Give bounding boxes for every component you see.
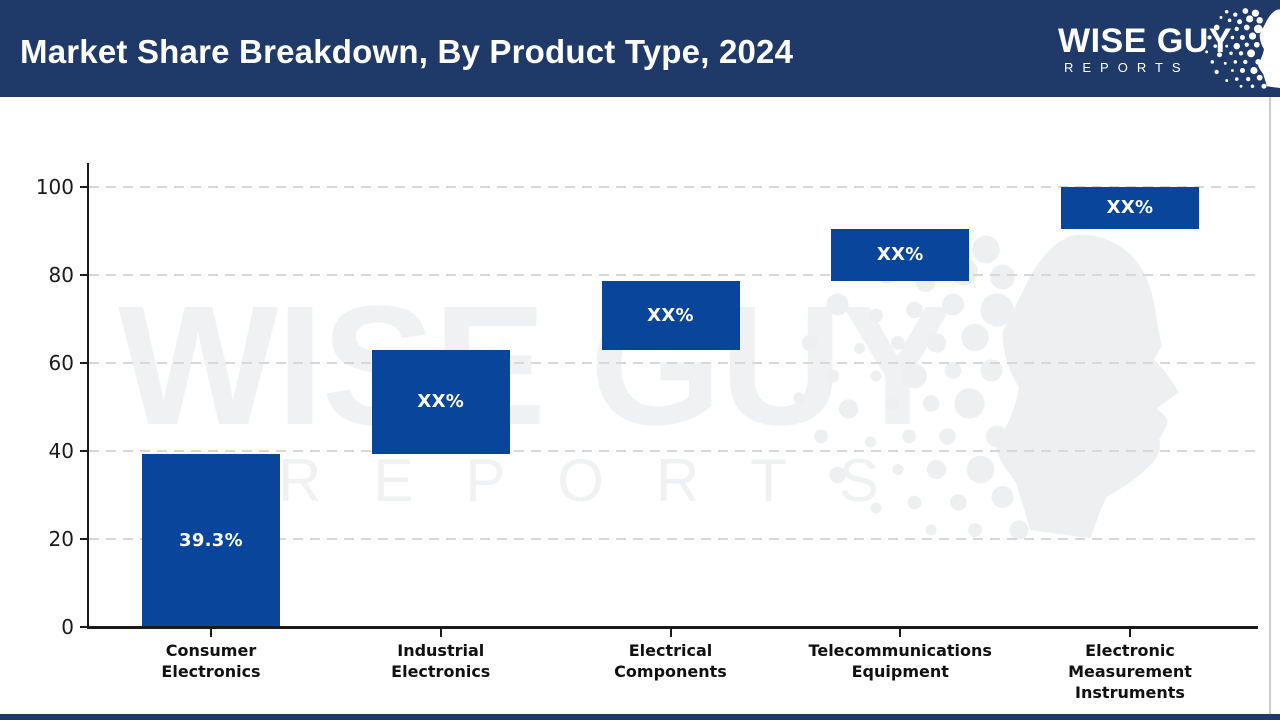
bar-segment: XX%: [601, 280, 740, 350]
x-tick-label: Electrical Components: [614, 641, 727, 681]
x-tick-label: Electronic Measurement Instruments: [1068, 641, 1192, 702]
logo-wordmark: WISE GUY: [1058, 22, 1233, 60]
y-tick-mark: [80, 186, 87, 188]
watermark-subtext: REPORTS: [278, 447, 931, 514]
x-tick-label: Telecommunications Equipment: [808, 641, 992, 681]
gridline-20: [89, 538, 1258, 540]
page-title: Market Share Breakdown, By Product Type,…: [20, 33, 794, 70]
y-tick-label: 0: [61, 615, 74, 639]
wise-guy-logo: WISE GUY REPORTS: [1020, 0, 1280, 97]
bar-value-label: XX%: [647, 304, 694, 326]
watermark-wordmark: WISE GUY: [118, 271, 954, 461]
x-tick-mark: [210, 629, 212, 637]
x-tick-mark: [669, 629, 672, 637]
bar-segment: XX%: [1061, 187, 1199, 229]
bar-segment: 39.3%: [142, 454, 280, 627]
x-tick-mark: [439, 629, 442, 637]
bar-segment: XX%: [371, 349, 510, 455]
x-tick-mark: [899, 629, 902, 637]
bar-value-label: XX%: [1106, 197, 1154, 219]
x-tick-label: Consumer Electronics: [161, 641, 261, 681]
gridline-100: [89, 186, 1258, 188]
y-tick-label: 60: [48, 351, 74, 375]
header-bar: Market Share Breakdown, By Product Type,…: [0, 0, 1280, 97]
y-tick-mark: [80, 626, 87, 628]
y-tick-mark: [80, 450, 87, 452]
watermark-face-icon: [793, 230, 1179, 540]
gridline-80: [89, 274, 1258, 276]
y-tick-label: 20: [48, 527, 74, 551]
y-tick-mark: [80, 362, 87, 364]
y-tick-mark: [80, 274, 87, 276]
logo-subtext: REPORTS: [1064, 60, 1190, 75]
bar-value-label: 39.3%: [179, 530, 243, 552]
x-tick-mark: [1129, 629, 1131, 637]
y-tick-label: 100: [35, 175, 74, 199]
footer-bar: [0, 714, 1280, 720]
logo-face-icon: [1205, 8, 1280, 89]
x-tick-label: Industrial Electronics: [391, 641, 491, 681]
y-tick-mark: [80, 538, 87, 540]
bar-segment: XX%: [831, 228, 970, 281]
gridline-40: [89, 450, 1258, 452]
page-right-border: [1269, 97, 1271, 714]
bar-value-label: XX%: [876, 244, 924, 266]
gridline-60: [89, 362, 1258, 364]
y-axis-line: [87, 163, 89, 629]
y-tick-label: 40: [48, 439, 74, 463]
y-tick-label: 80: [48, 263, 74, 287]
bar-value-label: XX%: [417, 391, 465, 413]
x-axis-line: [87, 626, 1258, 629]
